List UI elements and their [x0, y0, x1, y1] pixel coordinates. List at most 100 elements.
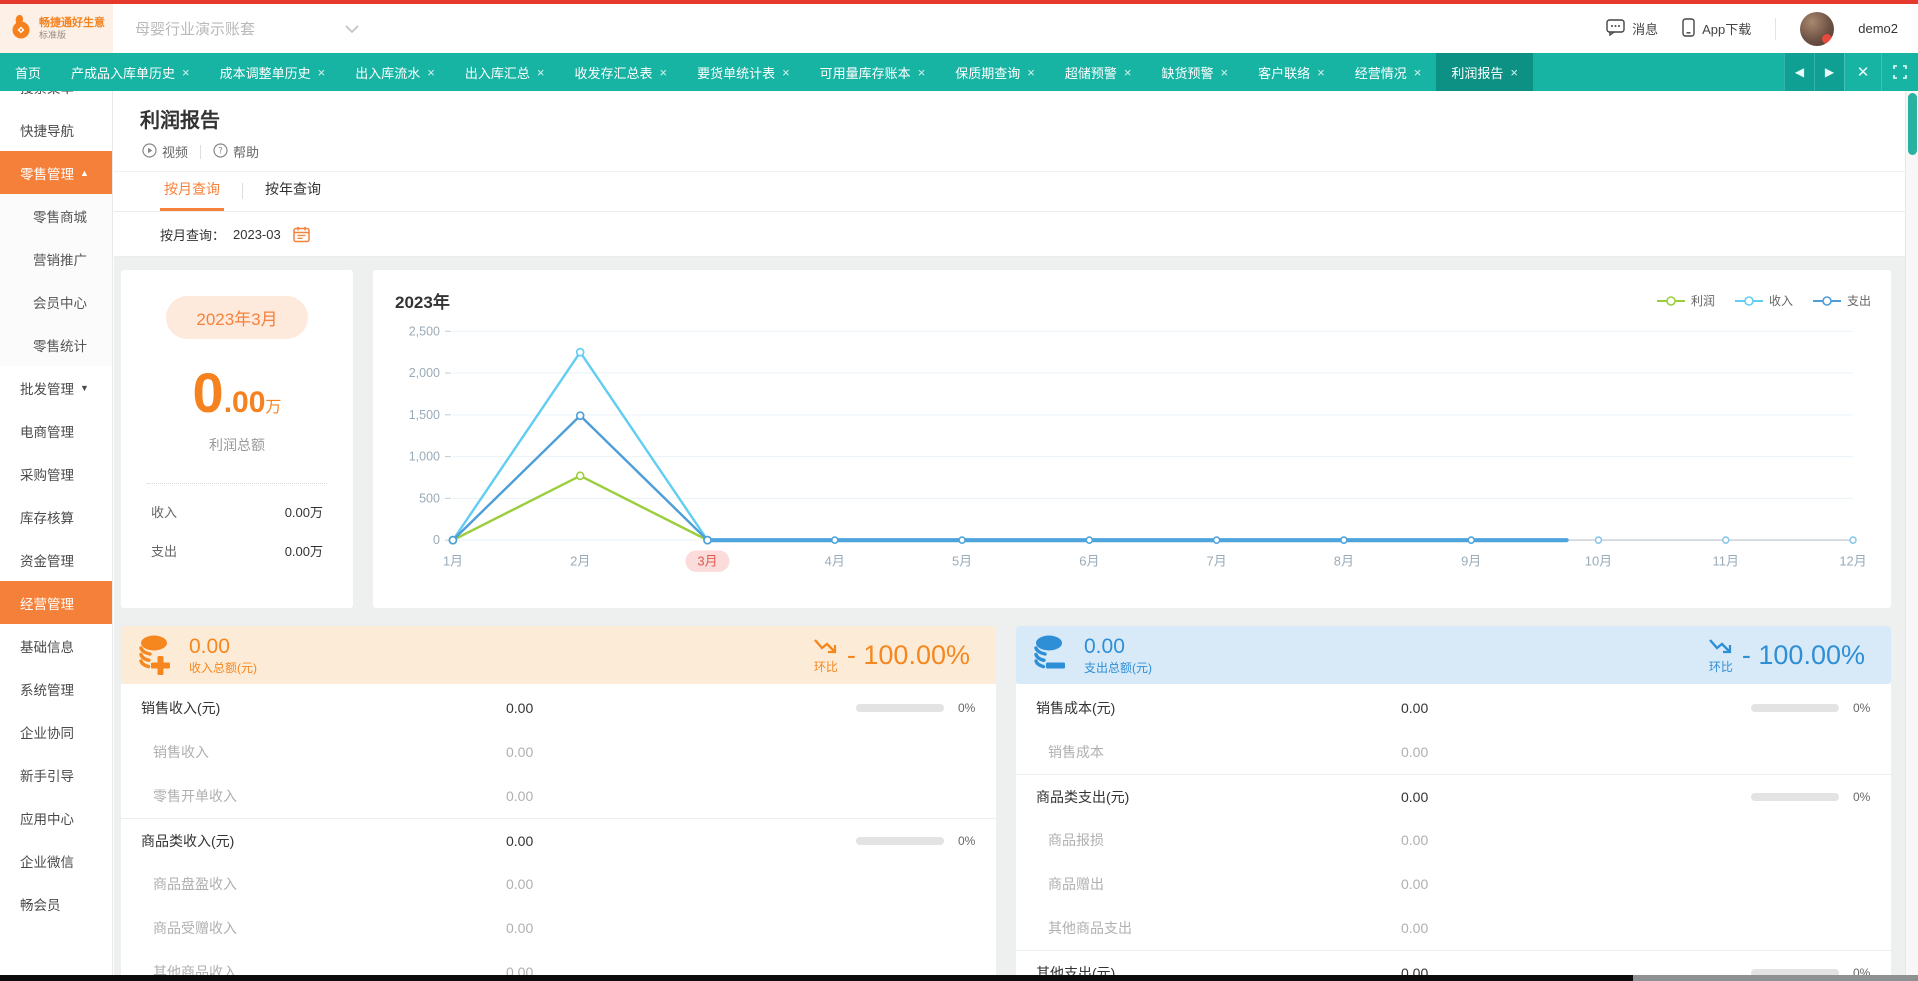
tab-客户联络[interactable]: 客户联络 ×	[1243, 53, 1340, 91]
report-row-value: 0.00	[506, 744, 534, 760]
svg-text:11月: 11月	[1713, 554, 1739, 569]
report-row-label: 零售开单收入	[153, 788, 237, 804]
tab-close-icon[interactable]: ×	[1220, 64, 1229, 80]
sidebar-item-应用中心[interactable]: 应用中心	[0, 796, 112, 839]
tab-首页[interactable]: 首页	[0, 53, 56, 91]
legend-item-收入[interactable]: 收入	[1734, 292, 1793, 309]
sidebar-item-零售管理[interactable]: 零售管理 ▲	[0, 151, 112, 194]
tab-close-icon[interactable]: ×	[1027, 64, 1035, 80]
profit-chart-card: 2023年 利润 收入 支出 0 500 1,000 1,500 2,000 2,500 1月 2…	[373, 270, 1891, 608]
report-row-label: 商品报损	[1048, 832, 1104, 848]
legend-marker-icon	[1812, 295, 1841, 306]
tab-yearly-query[interactable]: 按年查询	[265, 181, 321, 197]
report-row-商品赠出: 商品赠出 0.00	[1016, 862, 1891, 906]
vertical-scrollbar[interactable]	[1905, 91, 1918, 975]
calendar-icon[interactable]	[292, 226, 310, 243]
sidebar-item-营销推广[interactable]: 营销推广	[0, 237, 112, 280]
sidebar-item-经营管理[interactable]: 经营管理	[0, 581, 112, 624]
scrollbar-thumb[interactable]	[1908, 93, 1917, 155]
tab-close-icon[interactable]: ×	[1510, 64, 1518, 80]
sidebar-item-资金管理[interactable]: 资金管理	[0, 538, 112, 581]
svg-text:7月: 7月	[1207, 554, 1227, 569]
sidebar-item-采购管理[interactable]: 采购管理	[0, 452, 112, 495]
income-panel: 0.00 收入总额(元) 环比	[121, 626, 996, 975]
tab-保质期查询[interactable]: 保质期查询 ×	[940, 53, 1050, 91]
tab-close-icon[interactable]: ×	[427, 64, 435, 80]
report-row-label: 商品类收入(元)	[141, 832, 235, 849]
tab-monthly-query[interactable]: 按月查询	[160, 179, 224, 211]
tab-close-icon[interactable]: ×	[317, 64, 326, 80]
tab-出入库流水[interactable]: 出入库流水 ×	[340, 53, 450, 91]
video-link[interactable]: 视频	[142, 142, 188, 161]
report-row-value: 0.00	[506, 832, 534, 849]
svg-text:8月: 8月	[1334, 554, 1354, 569]
report-row-value: 0.00	[506, 788, 534, 804]
month-picker-value[interactable]: 2023-03	[233, 226, 281, 242]
avatar[interactable]	[1800, 11, 1835, 46]
tabs-scroll-right-button[interactable]: ▶	[1814, 53, 1844, 91]
sidebar-item-基础信息[interactable]: 基础信息	[0, 624, 112, 667]
logo[interactable]: 畅捷通好生意 标准版	[0, 4, 113, 53]
legend-item-支出[interactable]: 支出	[1812, 292, 1871, 309]
tab-close-icon[interactable]: ×	[659, 64, 668, 80]
sidebar-item-新手引导[interactable]: 新手引导	[0, 753, 112, 796]
sidebar-item-零售商城[interactable]: 零售商城	[0, 194, 112, 237]
report-row-商品类收入(元): 商品类收入(元) 0.00 0%	[121, 818, 996, 862]
tab-close-icon[interactable]: ×	[1317, 64, 1325, 80]
sidebar-item-系统管理[interactable]: 系统管理	[0, 667, 112, 710]
report-row-label: 销售成本(元)	[1036, 700, 1116, 716]
help-link[interactable]: ? 帮助	[213, 142, 259, 161]
sidebar-item-零售统计[interactable]: 零售统计	[0, 323, 112, 366]
report-row-其他支出(元): 其他支出(元) 0.00 0%	[1016, 950, 1891, 975]
tab-close-icon[interactable]: ×	[782, 64, 790, 80]
tabs-close-all-button[interactable]: ✕	[1844, 53, 1881, 91]
tab-缺货预警[interactable]: 缺货预警 ×	[1147, 53, 1244, 91]
tab-收发存汇总表[interactable]: 收发存汇总表 ×	[559, 53, 682, 91]
sidebar-item-畅会员[interactable]: 畅会员	[0, 882, 112, 925]
sidebar-item-企业微信[interactable]: 企业微信	[0, 839, 112, 882]
tab-close-icon[interactable]: ×	[182, 64, 190, 80]
report-row-value: 0.00	[1401, 964, 1429, 976]
tab-利润报告[interactable]: 利润报告 ×	[1436, 53, 1533, 91]
report-row-销售收入: 销售收入 0.00	[121, 730, 996, 774]
svg-text:10月: 10月	[1585, 554, 1612, 569]
sidebar-item-库存核算[interactable]: 库存核算	[0, 495, 112, 538]
sidebar-item-label: 企业微信	[20, 854, 74, 870]
tab-可用量库存账本[interactable]: 可用量库存账本 ×	[805, 53, 941, 91]
tab-close-icon[interactable]: ×	[536, 64, 545, 80]
fullscreen-icon[interactable]	[1881, 53, 1918, 91]
tab-成本调整单历史[interactable]: 成本调整单历史 ×	[205, 53, 341, 91]
expense-table: 销售成本(元) 0.00 0% 销售成本 0.00 商品类支出(元) 0.00 0% 商品报损 0…	[1016, 684, 1891, 975]
sidebar-item-会员中心[interactable]: 会员中心	[0, 280, 112, 323]
legend-item-利润[interactable]: 利润	[1656, 292, 1715, 309]
report-row-value: 0.00	[1401, 788, 1429, 805]
tab-超储预警[interactable]: 超储预警 ×	[1050, 53, 1147, 91]
phone-icon	[1682, 17, 1695, 40]
top-red-strip	[0, 0, 1918, 4]
sidebar: 搜索菜单快捷导航零售管理▲零售商城营销推广会员中心零售统计批发管理▼电商管理采购…	[0, 53, 113, 975]
sidebar-item-企业协同[interactable]: 企业协同	[0, 710, 112, 753]
report-row-其他商品收入: 其他商品收入 0.00	[121, 950, 996, 975]
tab-产成品入库单历史[interactable]: 产成品入库单历史 ×	[56, 53, 205, 91]
tab-经营情况[interactable]: 经营情况 ×	[1340, 53, 1437, 91]
tab-label: 产成品入库单历史	[71, 65, 176, 81]
messages-button[interactable]: 消息	[1606, 18, 1659, 39]
tab-close-icon[interactable]: ×	[1413, 64, 1422, 80]
sidebar-item-label: 零售统计	[33, 338, 87, 354]
tab-close-icon[interactable]: ×	[1123, 64, 1132, 80]
app-download-button[interactable]: App下载	[1682, 17, 1751, 40]
coins-plus-icon	[137, 634, 177, 676]
sidebar-item-批发管理[interactable]: 批发管理 ▼	[0, 366, 112, 409]
account-dropdown[interactable]: 母婴行业演示账套	[135, 18, 359, 39]
income-compare-label: 环比	[813, 659, 838, 674]
summary-row-label: 支出	[151, 544, 178, 559]
sidebar-item-快捷导航[interactable]: 快捷导航	[0, 108, 112, 151]
sidebar-item-电商管理[interactable]: 电商管理	[0, 409, 112, 452]
messages-label: 消息	[1632, 22, 1659, 37]
tab-close-icon[interactable]: ×	[917, 64, 926, 80]
tab-label: 可用量库存账本	[819, 65, 911, 81]
tab-要货单统计表[interactable]: 要货单统计表 ×	[682, 53, 805, 91]
tab-controls: ◀ ▶ ✕	[1784, 53, 1918, 91]
tab-出入库汇总[interactable]: 出入库汇总 ×	[450, 53, 560, 91]
tabs-scroll-left-button[interactable]: ◀	[1784, 53, 1814, 91]
